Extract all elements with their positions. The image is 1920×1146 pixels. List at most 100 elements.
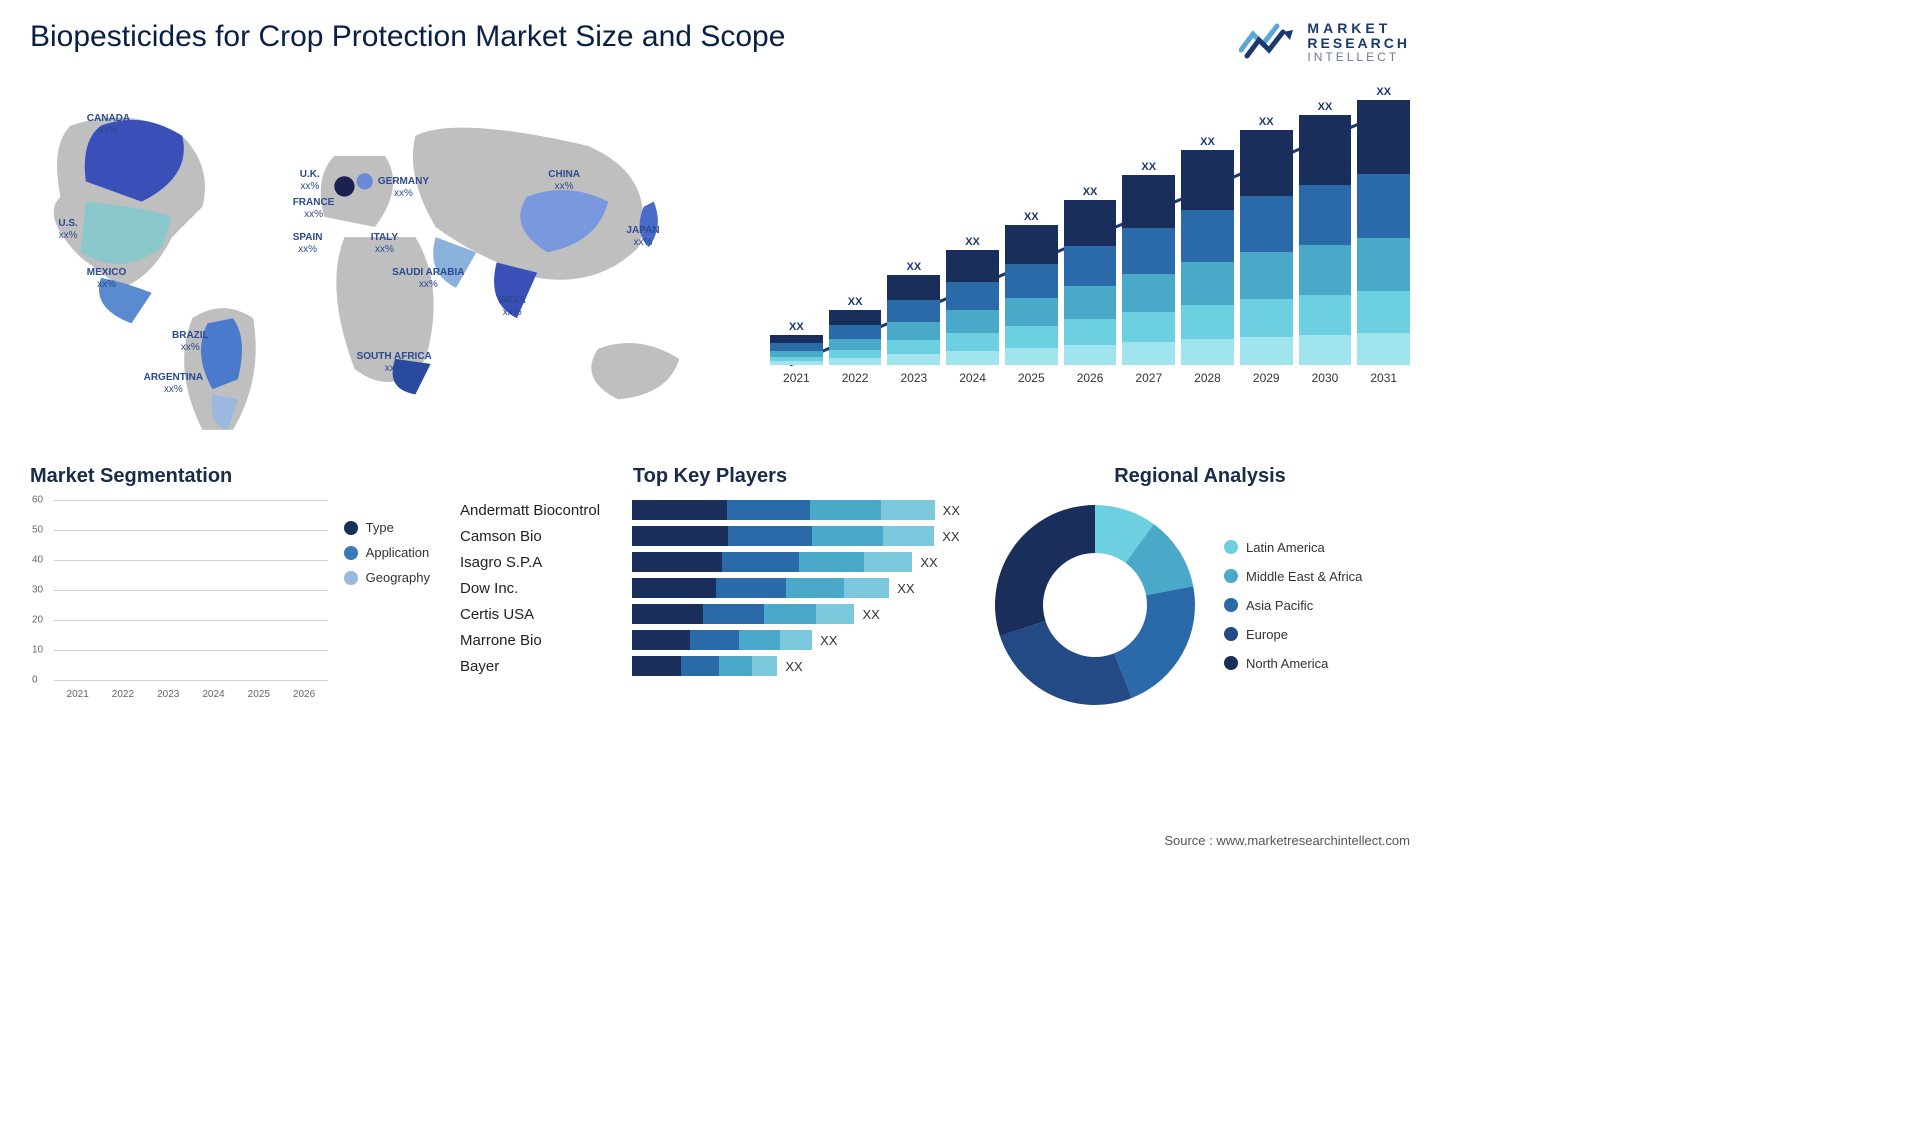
- player-name: Camson Bio: [460, 528, 620, 545]
- growth-bar-value: XX: [1318, 101, 1333, 113]
- legend-item: Europe: [1224, 627, 1362, 642]
- player-name: Isagro S.P.A: [460, 554, 620, 571]
- growth-bar: XX2026: [1064, 186, 1117, 385]
- growth-bar: XX 2029: [1240, 116, 1293, 385]
- growth-bar: XX2028: [1181, 136, 1234, 385]
- logo-text: MARKET RESEARCH INTELLECT: [1307, 21, 1410, 65]
- growth-bar-value: XX: [906, 261, 921, 273]
- growth-bar: XX2021: [770, 321, 823, 385]
- legend-dot: [1224, 656, 1238, 670]
- players-section: Top Key Players Andermatt BiocontrolXXCa…: [460, 465, 960, 710]
- player-bar: XX: [632, 604, 960, 624]
- growth-bar: XX 2023: [887, 261, 940, 385]
- growth-year-label: 2029: [1253, 371, 1280, 385]
- map-label: U.S.xx%: [58, 218, 77, 242]
- player-row: Isagro S.P.A XX: [460, 552, 960, 572]
- page-title: Biopesticides for Crop Protection Market…: [30, 20, 785, 54]
- regional-section: Regional Analysis Latin America Middle Ea…: [990, 465, 1410, 710]
- growth-bar-value: XX: [848, 296, 863, 308]
- segmentation-year: 2026: [284, 689, 323, 700]
- map-label: BRAZILxx%: [172, 330, 209, 354]
- legend-dot: [344, 571, 358, 585]
- legend-dot: [1224, 598, 1238, 612]
- map-label: ITALYxx%: [371, 232, 398, 256]
- segmentation-section: Market Segmentation 0102030405060 202120…: [30, 465, 430, 710]
- segmentation-year: 2024: [194, 689, 233, 700]
- bottom-row: Market Segmentation 0102030405060 202120…: [30, 465, 1410, 710]
- segmentation-year: 2025: [239, 689, 278, 700]
- growth-bar-value: XX: [1259, 116, 1274, 128]
- legend-item: Latin America: [1224, 540, 1362, 555]
- player-value: XX: [920, 555, 937, 570]
- growth-year-label: 2024: [959, 371, 986, 385]
- map-svg: [30, 85, 740, 440]
- map-label: GERMANYxx%: [378, 176, 429, 200]
- growth-bar: XX 2027: [1122, 161, 1175, 385]
- player-bar: XX: [632, 500, 960, 520]
- legend-item: Middle East & Africa: [1224, 569, 1362, 584]
- legend-dot: [1224, 540, 1238, 554]
- legend-label: Europe: [1246, 627, 1288, 642]
- player-value: XX: [943, 503, 960, 518]
- donut-slice: [995, 505, 1095, 636]
- players-title: Top Key Players: [460, 465, 960, 488]
- player-name: Certis USA: [460, 606, 620, 623]
- growth-bar: XX2031: [1357, 86, 1410, 385]
- growth-bar: XX 2030: [1299, 101, 1352, 385]
- brand-logo: MARKET RESEARCH INTELLECT: [1239, 20, 1410, 65]
- player-name: Bayer: [460, 658, 620, 675]
- player-bar: XX: [632, 630, 960, 650]
- legend-dot: [1224, 627, 1238, 641]
- segmentation-chart: 0102030405060 202120222023202420252026: [30, 500, 328, 700]
- map-label: U.K.xx%: [300, 169, 320, 193]
- top-row: CANADAxx%U.S.xx%MEXICOxx%BRAZILxx%ARGENT…: [30, 85, 1410, 435]
- growth-year-label: 2027: [1135, 371, 1162, 385]
- growth-bar-value: XX: [1141, 161, 1156, 173]
- map-label: MEXICOxx%: [87, 267, 126, 291]
- legend-dot: [344, 546, 358, 560]
- legend-label: Geography: [366, 570, 430, 585]
- player-name: Andermatt Biocontrol: [460, 502, 620, 519]
- logo-icon: [1239, 20, 1299, 65]
- player-row: Camson Bio XX: [460, 526, 960, 546]
- segmentation-year: 2021: [58, 689, 97, 700]
- player-bar: XX: [632, 552, 960, 572]
- player-value: XX: [785, 659, 802, 674]
- growth-year-label: 2030: [1312, 371, 1339, 385]
- player-row: Bayer XX: [460, 656, 960, 676]
- player-row: Dow Inc.XX: [460, 578, 960, 598]
- map-label: SPAINxx%: [293, 232, 323, 256]
- growth-bar-value: XX: [965, 236, 980, 248]
- growth-bar: XX 2022: [829, 296, 882, 385]
- player-value: XX: [820, 633, 837, 648]
- map-label: SAUDI ARABIAxx%: [392, 267, 464, 291]
- regional-title: Regional Analysis: [990, 465, 1410, 488]
- growth-bar-value: XX: [1376, 86, 1391, 98]
- map-label: INDIAxx%: [499, 295, 526, 319]
- legend-label: Asia Pacific: [1246, 598, 1313, 613]
- player-value: XX: [897, 581, 914, 596]
- legend-item: North America: [1224, 656, 1362, 671]
- player-value: XX: [862, 607, 879, 622]
- growth-year-label: 2023: [900, 371, 927, 385]
- legend-item: Geography: [344, 570, 430, 585]
- player-bar: XX: [632, 656, 960, 676]
- legend-label: North America: [1246, 656, 1328, 671]
- map-label: SOUTH AFRICAxx%: [357, 351, 432, 375]
- legend-dot: [1224, 569, 1238, 583]
- growth-bar: XX2025: [1005, 211, 1058, 385]
- growth-year-label: 2021: [783, 371, 810, 385]
- legend-label: Type: [366, 520, 394, 535]
- regional-legend: Latin America Middle East & Africa Asia Pa…: [1224, 540, 1362, 671]
- growth-year-label: 2022: [842, 371, 869, 385]
- player-name: Marrone Bio: [460, 632, 620, 649]
- legend-item: Type: [344, 520, 430, 535]
- header: Biopesticides for Crop Protection Market…: [30, 20, 1410, 65]
- player-row: Marrone Bio XX: [460, 630, 960, 650]
- map-label: CHINAxx%: [548, 169, 580, 193]
- legend-item: Application: [344, 545, 430, 560]
- legend-label: Middle East & Africa: [1246, 569, 1362, 584]
- player-value: XX: [942, 529, 959, 544]
- player-bar: XX: [632, 578, 960, 598]
- player-bar: XX: [632, 526, 960, 546]
